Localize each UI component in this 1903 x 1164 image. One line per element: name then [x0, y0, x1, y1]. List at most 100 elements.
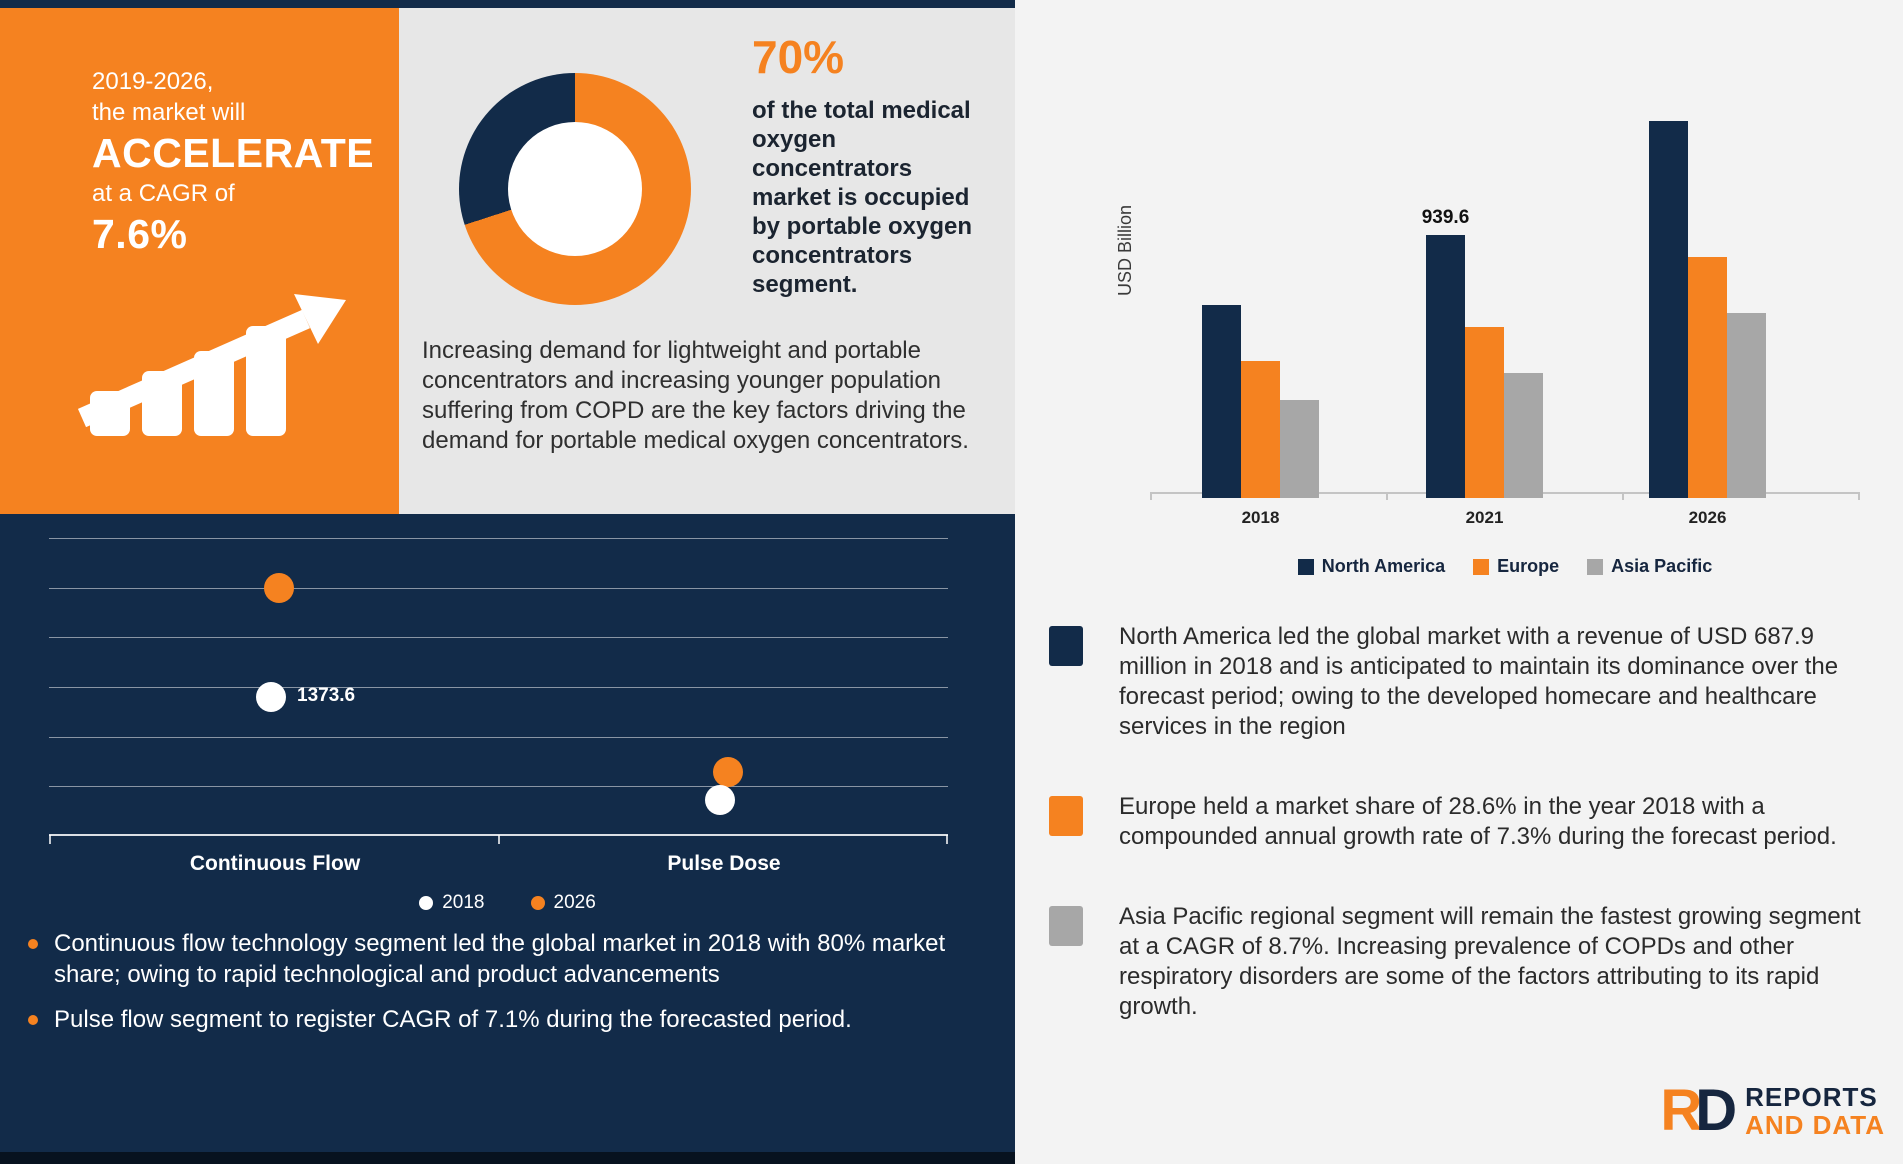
legend-item-north-america: North America — [1297, 556, 1446, 577]
axis-tick — [49, 835, 51, 844]
bar-value-label: 939.6 — [1421, 207, 1470, 228]
technology-bullet-list: Continuous flow technology segment led t… — [28, 928, 986, 1035]
left-column: 2019-2026, the market will ACCELERATE at… — [0, 0, 1015, 1164]
bar-cluster — [1649, 121, 1766, 498]
gridline — [49, 538, 948, 539]
bar-north-america-2026 — [1649, 121, 1688, 498]
legend-swatch-2018 — [419, 896, 434, 910]
axis-tick — [1622, 494, 1624, 500]
region-bullet-europe: Europe held a market share of 28.6% in t… — [1049, 792, 1861, 852]
gridline — [49, 786, 948, 787]
category-label-pulse-dose: Pulse Dose — [667, 852, 781, 875]
legend-label: North America — [1321, 556, 1446, 576]
x-tick-label: 2018 — [1241, 508, 1280, 527]
technology-bullet-text: Continuous flow technology segment led t… — [54, 930, 946, 988]
axis-tick — [946, 835, 948, 844]
x-tick-label: 2026 — [1688, 508, 1727, 527]
region-bullet-asia-pacific: Asia Pacific regional segment will remai… — [1049, 902, 1861, 1022]
technology-bullet: Pulse flow segment to register CAGR of 7… — [28, 1004, 986, 1035]
bar-group-2026: 2026 — [1649, 121, 1766, 528]
bullet-marker — [28, 939, 38, 949]
bar-north-america-2021: 939.6 — [1422, 207, 1469, 498]
category-label-continuous-flow: Continuous Flow — [189, 852, 361, 875]
bar-group-2018: 2018 — [1202, 121, 1319, 528]
legend-label-2018: 2018 — [442, 892, 485, 913]
technology-bullet-text: Pulse flow segment to register CAGR of 7… — [54, 1006, 852, 1033]
cagr-headline: ACCELERATE — [92, 130, 375, 176]
logo-line-and-data: AND DATA — [1745, 1110, 1885, 1140]
bar-europe-2026 — [1688, 257, 1727, 498]
region-bullet-text: North America led the global market with… — [1119, 623, 1839, 740]
legend-swatch-2026 — [530, 896, 545, 910]
logo-wordmark: REPORTS AND DATA — [1745, 1083, 1885, 1139]
legend-label-2026: 2026 — [553, 892, 596, 913]
dot-plot-legend: 2018 2026 — [0, 892, 1015, 914]
bar-cluster — [1202, 121, 1319, 498]
logo-letter-d: D — [1695, 1078, 1738, 1143]
bullet-marker-north-america — [1049, 626, 1083, 666]
dot-value-label: 1373.6 — [297, 684, 356, 706]
legend-label: Asia Pacific — [1611, 556, 1713, 576]
region-bullet-text: Asia Pacific regional segment will remai… — [1119, 903, 1861, 1020]
legend-item-europe: Europe — [1473, 556, 1559, 577]
cagr-value: 7.6% — [92, 211, 188, 257]
donut-chart — [459, 73, 691, 305]
legend-swatch — [1297, 558, 1314, 575]
gridline — [49, 588, 948, 589]
gridline — [49, 637, 948, 638]
cagr-intro: the market will — [92, 99, 246, 126]
cagr-sub: at a CAGR of — [92, 180, 235, 207]
bar-europe-2018 — [1241, 361, 1280, 498]
data-point-2018-continuous-flow — [256, 681, 286, 712]
bullet-marker-asia-pacific — [1049, 906, 1083, 946]
logo-letter-r: R — [1660, 1078, 1703, 1143]
axis-tick — [1150, 494, 1152, 500]
bar-group-2021: 939.6 2021 — [1422, 121, 1543, 528]
gridline — [49, 687, 948, 688]
technology-panel: 1373.6 Continuous Flow Pulse Dose 2018 2… — [0, 514, 1015, 1164]
axis-tick — [1386, 494, 1388, 500]
legend-label: Europe — [1497, 556, 1560, 576]
bar-chart-legend: North America Europe Asia Pacific — [1150, 556, 1860, 577]
cagr-panel: 2019-2026, the market will ACCELERATE at… — [0, 8, 399, 514]
bullet-marker-europe — [1049, 796, 1083, 836]
bar-asia-pacific-2018 — [1280, 400, 1319, 498]
portable-share-paragraph: Increasing demand for lightweight and po… — [422, 337, 969, 454]
region-bullet-north-america: North America led the global market with… — [1049, 622, 1861, 742]
cagr-period: 2019-2026, — [92, 68, 214, 95]
reports-and-data-logo: RD REPORTS AND DATA — [1660, 1082, 1885, 1140]
legend-item-asia-pacific: Asia Pacific — [1587, 556, 1712, 577]
right-column: USD Billion 2018 939.6 2021 2026 North Amer… — [1015, 0, 1903, 1164]
bar-cluster: 939.6 — [1422, 121, 1543, 498]
region-bullet-list: North America led the global market with… — [1049, 622, 1861, 1022]
bar-asia-pacific-2021 — [1504, 373, 1543, 498]
portable-share-panel: 70% of the total medical oxygen concentr… — [399, 8, 1015, 514]
axis-tick — [498, 835, 500, 844]
data-point-2018-pulse-dose — [705, 785, 735, 816]
cagr-text-block: 2019-2026, the market will ACCELERATE at… — [92, 66, 374, 259]
growth-arrow-icon — [78, 294, 346, 436]
gridline — [49, 737, 948, 738]
bullet-marker — [28, 1015, 38, 1025]
logo-mark: RD — [1660, 1082, 1737, 1140]
legend-swatch — [1473, 558, 1490, 575]
region-bullet-text: Europe held a market share of 28.6% in t… — [1119, 793, 1837, 850]
data-point-2026-pulse-dose — [713, 757, 743, 788]
x-tick-label: 2021 — [1465, 508, 1504, 527]
legend-item-2018: 2018 — [419, 892, 485, 914]
regional-bar-chart: 2018 939.6 2021 2026 — [1150, 117, 1860, 527]
legend-swatch — [1587, 558, 1604, 575]
bottom-strip — [0, 1152, 1015, 1164]
bar-asia-pacific-2026 — [1727, 313, 1766, 498]
technology-bullet: Continuous flow technology segment led t… — [28, 928, 986, 990]
logo-line-reports: REPORTS — [1745, 1081, 1878, 1112]
legend-item-2026: 2026 — [530, 892, 596, 914]
portable-share-percent: 70% — [752, 31, 845, 83]
bar-europe-2021 — [1465, 327, 1504, 498]
data-point-2026-continuous-flow — [264, 573, 294, 603]
y-axis-label: USD Billion — [1115, 204, 1135, 296]
axis-tick — [1858, 494, 1860, 500]
bar-north-america-2018 — [1202, 305, 1241, 498]
portable-share-statement: of the total medical oxygen concentrator… — [752, 97, 973, 298]
